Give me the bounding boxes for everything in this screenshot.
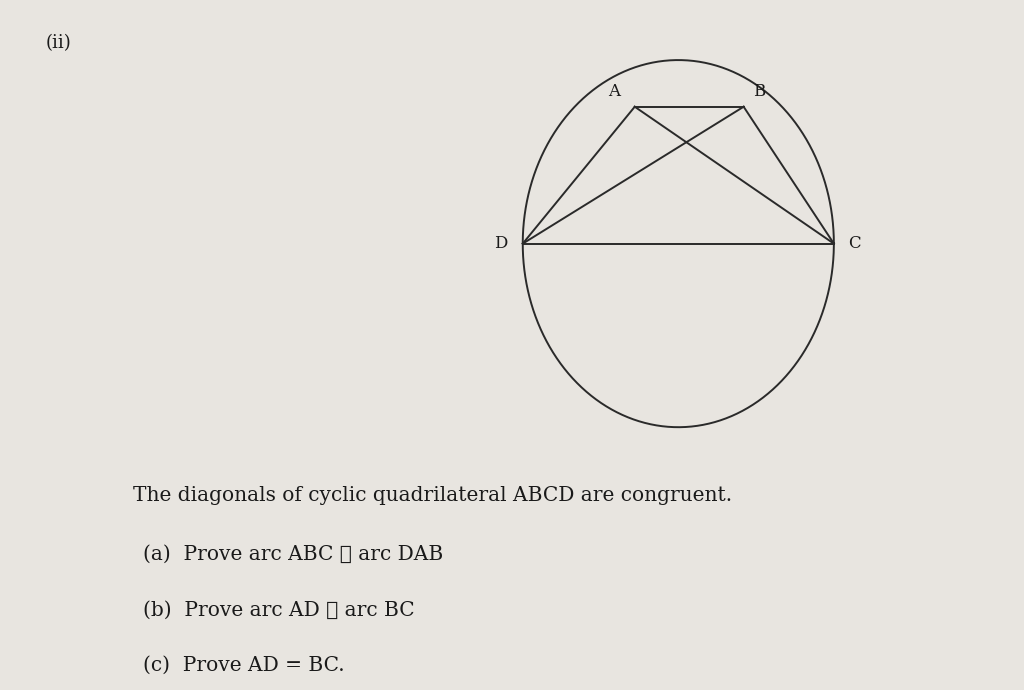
Text: The diagonals of cyclic quadrilateral ABCD are congruent.: The diagonals of cyclic quadrilateral AB… xyxy=(133,486,732,506)
Text: C: C xyxy=(848,235,860,252)
Text: (ii): (ii) xyxy=(46,34,72,52)
Text: B: B xyxy=(753,83,765,99)
Text: (b)  Prove arc AD ≅ arc BC: (b) Prove arc AD ≅ arc BC xyxy=(143,600,415,620)
Text: (a)  Prove arc ABC ≅ arc DAB: (a) Prove arc ABC ≅ arc DAB xyxy=(143,545,443,564)
Text: A: A xyxy=(608,83,621,99)
Text: D: D xyxy=(495,235,508,252)
Text: (c)  Prove AD = BC.: (c) Prove AD = BC. xyxy=(143,656,345,675)
